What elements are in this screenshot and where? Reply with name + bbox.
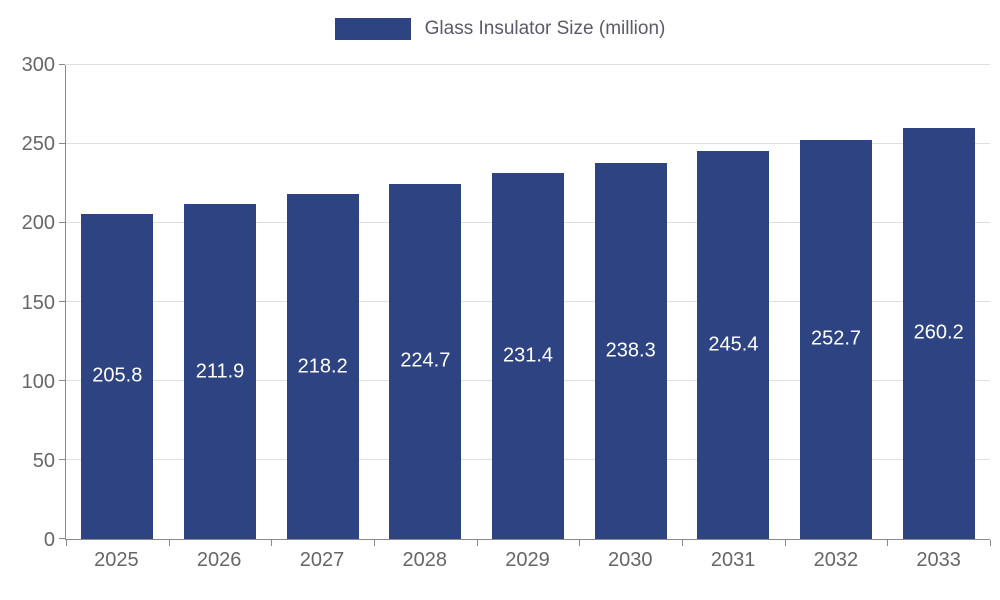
bar-value-label: 231.4 <box>502 344 554 367</box>
bar-slot: 218.2 <box>271 65 374 539</box>
y-tick-label: 100 <box>21 370 55 393</box>
bar-slot: 238.3 <box>579 65 682 539</box>
y-axis-tick <box>59 64 65 65</box>
bar-slot: 231.4 <box>477 65 580 539</box>
bar-value-label: 205.8 <box>92 364 143 387</box>
x-tick-label: 2029 <box>505 549 550 571</box>
bars: 205.8 211.9 218.2 224.7 231.4 238.3 245.4 252.7… <box>66 65 990 539</box>
x-tick-label: 2031 <box>710 549 756 571</box>
x-tick-label: 2032 <box>813 549 859 571</box>
x-axis-tick <box>579 540 581 546</box>
x-axis-tick <box>476 540 478 546</box>
x-axis-tick <box>990 540 991 546</box>
bar-2032: 252.7 <box>800 139 872 539</box>
y-axis-tick <box>59 538 65 539</box>
bar-value-label: 260.2 <box>913 321 964 344</box>
bar-2029: 231.4 <box>492 173 564 539</box>
bar-2027: 218.2 <box>286 194 359 539</box>
y-tick-label: 0 <box>43 529 55 551</box>
x-axis-tick <box>271 540 273 546</box>
bar-slot: 205.8 <box>66 65 169 539</box>
y-tick-label: 300 <box>21 54 55 76</box>
bar-slot: 252.7 <box>785 65 888 539</box>
plot-area: 205.8 211.9 218.2 224.7 231.4 238.3 245.4 252.7… <box>59 64 991 546</box>
x-axis-tick <box>887 540 889 546</box>
x-tick-label: 2028 <box>402 549 447 571</box>
bar-2026: 211.9 <box>184 204 256 539</box>
x-axis-tick <box>66 540 67 546</box>
bar-2031: 245.4 <box>697 151 770 539</box>
legend-swatch <box>334 18 411 40</box>
x-tick-label: 2026 <box>196 549 242 571</box>
x-tick-label: 2027 <box>299 549 345 571</box>
y-axis-tick <box>59 459 65 461</box>
bar-2030: 238.3 <box>594 162 667 539</box>
bar-value-label: 238.3 <box>605 339 656 362</box>
gridline <box>66 143 990 144</box>
x-tick-label: 2025 <box>94 549 139 571</box>
bar-value-label: 224.7 <box>400 349 451 372</box>
bar-value-label: 218.2 <box>297 355 348 378</box>
y-tick-label: 50 <box>32 449 55 472</box>
x-tick-label: 2030 <box>608 549 653 571</box>
bar-slot: 224.7 <box>374 65 477 539</box>
x-tick-label: 2033 <box>916 549 961 571</box>
y-tick-label: 150 <box>21 291 55 314</box>
x-axis-tick <box>373 540 375 546</box>
bar-2028: 224.7 <box>389 183 462 539</box>
bar-value-label: 252.7 <box>811 327 862 350</box>
bar-slot: 245.4 <box>682 65 785 539</box>
x-axis-tick <box>784 540 786 546</box>
legend-label: Glass Insulator Size (million) <box>424 18 666 39</box>
bar-slot: 211.9 <box>169 65 272 539</box>
y-axis-tick <box>59 143 65 144</box>
bar-2025: 205.8 <box>81 213 154 539</box>
x-axis-tick <box>681 540 683 546</box>
bar-value-label: 211.9 <box>195 360 245 383</box>
bar-value-label: 245.4 <box>708 333 759 356</box>
y-axis-tick <box>59 301 65 302</box>
y-tick-label: 250 <box>21 133 55 156</box>
y-axis-tick <box>59 222 65 224</box>
y-tick-label: 200 <box>21 212 55 235</box>
y-axis-tick <box>59 380 65 382</box>
x-axis-tick <box>168 540 170 546</box>
x-axis-labels: 2025 2026 2027 2028 2029 2030 2031 2032 2033 <box>65 549 990 572</box>
y-axis-labels: 0 50 100 150 200 250 300 <box>0 54 55 551</box>
bar-2033: 260.2 <box>902 127 975 539</box>
legend[interactable]: Glass Insulator Size (million) <box>0 18 1000 40</box>
bar-slot: 260.2 <box>887 65 990 539</box>
gridline <box>66 64 990 65</box>
